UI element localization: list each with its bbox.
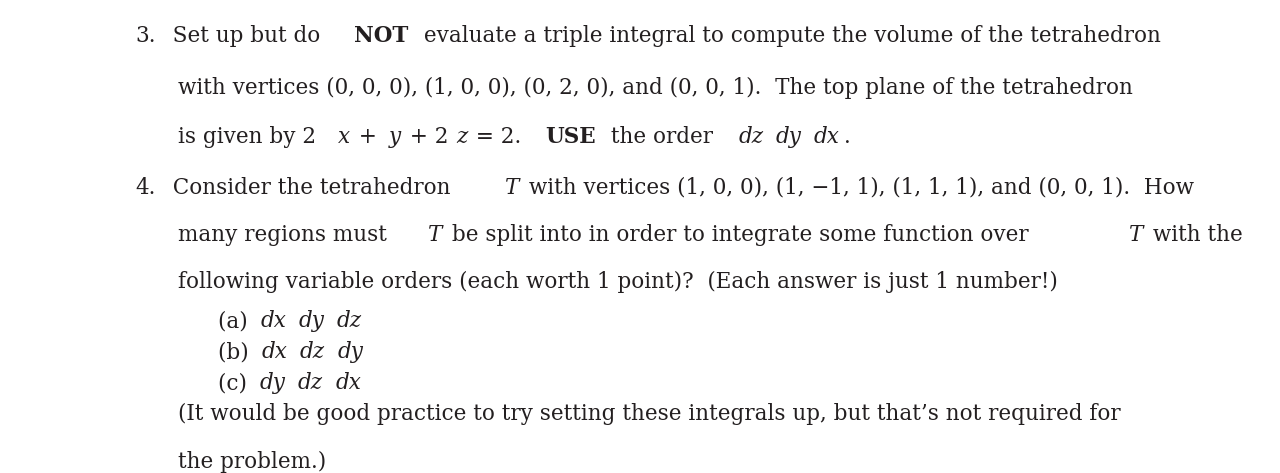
Text: following variable orders (each worth 1 point)?  (Each answer is just 1 number!): following variable orders (each worth 1 … [178, 272, 1059, 293]
Text: evaluate a triple integral to compute the volume of the tetrahedron: evaluate a triple integral to compute th… [417, 26, 1161, 47]
Text: T: T [1129, 224, 1144, 246]
Text: is given by 2: is given by 2 [178, 126, 316, 148]
Text: USE: USE [545, 126, 596, 148]
Text: dy: dy [260, 372, 285, 394]
Text: NOT: NOT [355, 26, 408, 47]
Text: +: + [352, 126, 384, 148]
Text: (a): (a) [219, 310, 255, 333]
Text: (c): (c) [219, 372, 255, 394]
Text: many regions must: many regions must [178, 224, 394, 246]
Text: x: x [338, 126, 351, 148]
Text: the problem.): the problem.) [178, 451, 326, 473]
Text: dz: dz [337, 310, 362, 333]
Text: with the: with the [1146, 224, 1243, 246]
Text: dy: dy [337, 342, 364, 363]
Text: with vertices (1, 0, 0), (1, −1, 1), (1, 1, 1), and (0, 0, 1).  How: with vertices (1, 0, 0), (1, −1, 1), (1,… [522, 176, 1194, 199]
Text: + 2: + 2 [403, 126, 449, 148]
Text: 3.: 3. [136, 26, 156, 47]
Text: dz: dz [739, 126, 764, 148]
Text: T: T [429, 224, 443, 246]
Text: (b): (b) [219, 342, 256, 363]
Text: dx: dx [335, 372, 361, 394]
Text: dx: dx [261, 310, 287, 333]
Text: = 2.: = 2. [470, 126, 535, 148]
Text: with vertices (0, 0, 0), (1, 0, 0), (0, 2, 0), and (0, 0, 1).  The top plane of : with vertices (0, 0, 0), (1, 0, 0), (0, … [178, 77, 1133, 98]
Text: y: y [389, 126, 402, 148]
Text: be split into in order to integrate some function over: be split into in order to integrate some… [445, 224, 1036, 246]
Text: 4.: 4. [136, 176, 156, 199]
Text: the order: the order [604, 126, 721, 148]
Text: dx: dx [814, 126, 840, 148]
Text: (It would be good practice to try setting these integrals up, but that’s not req: (It would be good practice to try settin… [178, 403, 1121, 425]
Text: T: T [506, 176, 520, 199]
Text: Consider the tetrahedron: Consider the tetrahedron [159, 176, 458, 199]
Text: .: . [844, 126, 850, 148]
Text: dz: dz [300, 342, 325, 363]
Text: Set up but do: Set up but do [160, 26, 328, 47]
Text: dx: dx [262, 342, 288, 363]
Text: dy: dy [298, 310, 325, 333]
Text: dy: dy [776, 126, 801, 148]
Text: z: z [456, 126, 467, 148]
Text: dz: dz [298, 372, 323, 394]
